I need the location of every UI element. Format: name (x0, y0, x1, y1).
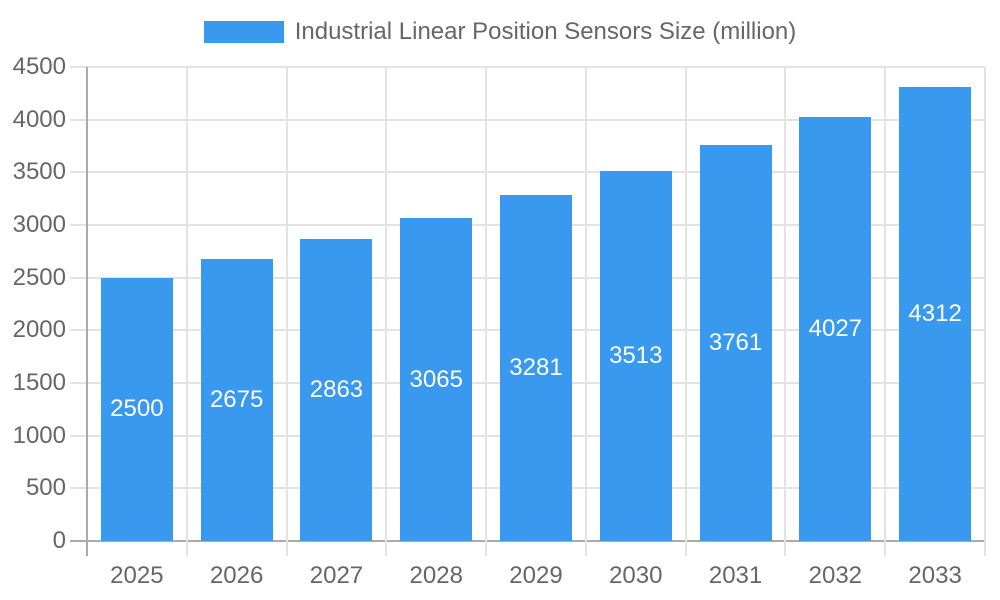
y-tick-label: 2000 (12, 316, 66, 344)
y-tick-label: 4000 (12, 105, 66, 133)
x-gridline (385, 67, 388, 556)
bar[interactable] (100, 277, 173, 541)
x-gridline (485, 67, 488, 556)
x-gridline (285, 67, 288, 556)
bar-value-label: 2863 (309, 376, 364, 404)
y-tick-label: 3000 (12, 211, 66, 238)
legend-label: Industrial Linear Position Sensors Size … (294, 18, 797, 45)
bar[interactable] (599, 170, 672, 541)
bar-value-label: 2675 (209, 386, 264, 414)
bar-value-label: 3281 (509, 354, 563, 382)
x-tick-label: 2033 (908, 562, 962, 589)
x-tick-label: 2031 (708, 562, 763, 589)
bar[interactable] (400, 218, 473, 541)
bar-value-label: 2500 (110, 395, 164, 423)
y-tick-label: 1000 (12, 421, 66, 449)
bar[interactable] (899, 86, 972, 541)
bar-value-label: 3761 (708, 328, 763, 356)
bar-value-label: 3513 (609, 341, 663, 369)
y-gridline (70, 171, 985, 174)
x-tick-label: 2025 (110, 562, 164, 589)
y-tick-label: 3500 (12, 158, 66, 186)
y-gridline (70, 540, 985, 542)
x-tick-label: 2027 (309, 562, 364, 589)
y-gridline (70, 66, 985, 68)
legend[interactable]: Industrial Linear Position Sensors Size … (0, 18, 1000, 46)
y-gridline (70, 118, 985, 121)
x-gridline (984, 67, 986, 556)
bar-value-label: 3065 (409, 365, 463, 393)
x-tick-label: 2030 (609, 562, 663, 589)
x-gridline (684, 67, 687, 556)
x-tick-label: 2026 (209, 562, 264, 589)
bar-value-label: 4027 (808, 314, 863, 342)
bar[interactable] (699, 144, 772, 541)
bar[interactable] (799, 116, 872, 541)
y-tick-label: 2500 (12, 263, 66, 291)
x-tick-label: 2032 (808, 562, 863, 589)
bar-value-label: 4312 (908, 299, 962, 327)
bar[interactable] (300, 239, 373, 541)
bar[interactable] (200, 259, 273, 541)
y-tick-label: 0 (52, 527, 66, 554)
bar[interactable] (500, 195, 572, 541)
x-tick-label: 2028 (409, 562, 463, 589)
legend-swatch-icon (203, 21, 284, 43)
y-tick-label: 4500 (12, 53, 66, 80)
y-tick-label: 1500 (12, 369, 66, 396)
x-gridline (185, 67, 188, 556)
y-tick-label: 500 (25, 474, 66, 502)
x-gridline (884, 67, 887, 556)
x-gridline (784, 67, 787, 556)
x-tick-label: 2029 (509, 562, 563, 589)
x-gridline (86, 67, 88, 556)
x-gridline (584, 67, 587, 556)
